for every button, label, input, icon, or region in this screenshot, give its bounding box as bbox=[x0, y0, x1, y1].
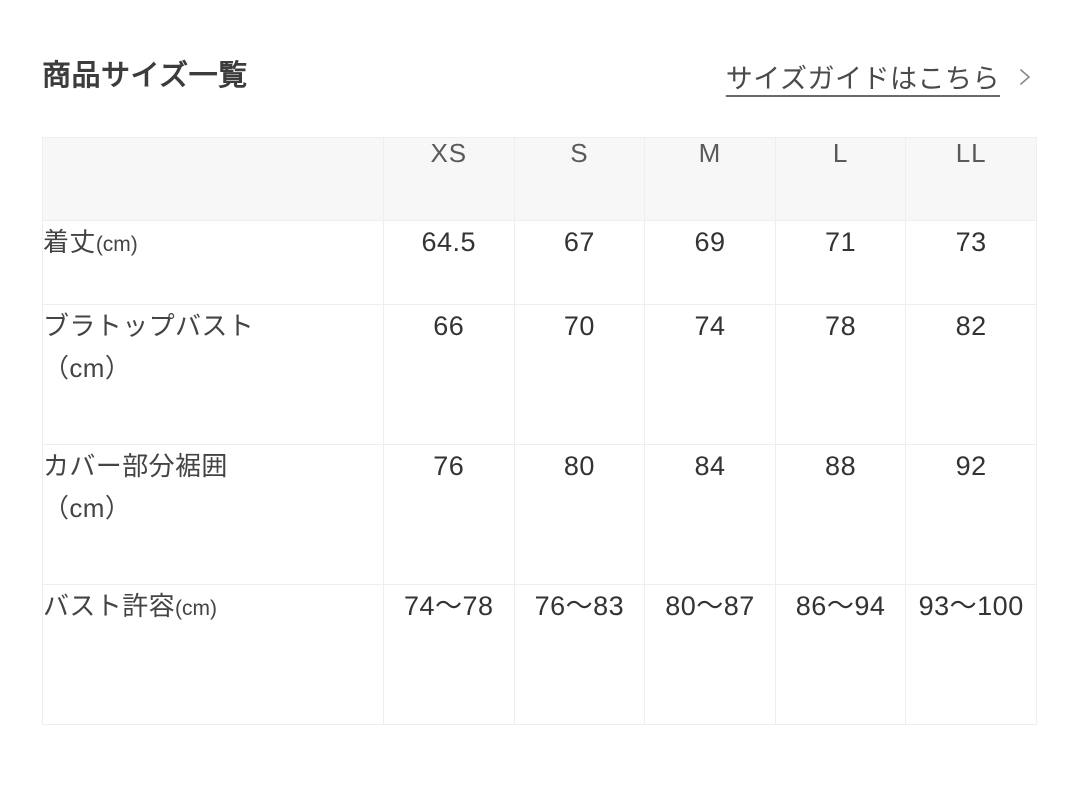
cell-bratop-bust-xs: 66 bbox=[383, 304, 515, 445]
cell-bust-range-m: 80〜87 bbox=[644, 584, 776, 725]
cell-bratop-bust-m: 74 bbox=[644, 304, 776, 445]
table-row: ブラトップバスト （cm） 66 70 74 78 82 bbox=[42, 304, 1037, 445]
row-label-bratop-bust: ブラトップバスト （cm） bbox=[42, 304, 384, 445]
row-label-garment-length: 着丈(cm) bbox=[42, 220, 384, 305]
table-row: バスト許容(cm) 74〜78 76〜83 80〜87 86〜94 93〜100 bbox=[42, 584, 1037, 725]
row-label-cover-hem: カバー部分裾囲 （cm） bbox=[42, 444, 384, 585]
row-label-bust-range: バスト許容(cm) bbox=[42, 584, 384, 725]
column-header-m: M bbox=[644, 137, 776, 221]
cell-cover-hem-xs: 76 bbox=[383, 444, 515, 585]
size-guide-link-label: サイズガイドはこちら bbox=[725, 63, 1000, 94]
size-guide-link[interactable]: サイズガイドはこちら bbox=[726, 57, 1036, 96]
table-header: XS S M L LL bbox=[42, 137, 1037, 221]
cell-bratop-bust-ll: 82 bbox=[905, 304, 1037, 445]
row-label-unit: (cm) bbox=[95, 233, 138, 256]
cell-cover-hem-ll: 92 bbox=[905, 444, 1037, 585]
cell-garment-length-xs: 64.5 bbox=[383, 220, 515, 305]
column-header-xs: XS bbox=[383, 137, 515, 221]
cell-garment-length-l: 71 bbox=[774, 220, 907, 305]
column-header-l: L bbox=[774, 137, 907, 221]
row-label-text: バスト許容 bbox=[43, 591, 176, 621]
cell-bratop-bust-s: 70 bbox=[513, 304, 646, 445]
section-header: 商品サイズ一覧 サイズガイドはこちら bbox=[42, 48, 1036, 104]
cell-cover-hem-s: 80 bbox=[513, 444, 646, 585]
column-header-s: S bbox=[513, 137, 646, 221]
cell-garment-length-s: 67 bbox=[513, 220, 646, 305]
cell-bust-range-s: 76〜83 bbox=[513, 584, 646, 725]
table-header-row: XS S M L LL bbox=[42, 137, 1037, 221]
page-title: 商品サイズ一覧 bbox=[42, 59, 248, 92]
row-label-text: カバー部分裾囲 bbox=[43, 451, 228, 481]
table-corner-cell bbox=[42, 137, 384, 221]
cell-cover-hem-l: 88 bbox=[774, 444, 907, 585]
row-label-unit: （cm） bbox=[43, 353, 132, 384]
row-label-unit: (cm) bbox=[175, 597, 217, 620]
table-row: 着丈(cm) 64.5 67 69 71 73 bbox=[42, 220, 1037, 305]
row-label-unit: （cm） bbox=[43, 493, 132, 524]
row-label-text: 着丈 bbox=[43, 227, 96, 257]
chevron-right-icon bbox=[1014, 66, 1036, 88]
size-table-container: XS S M L LL 着丈(cm) 64.5 67 69 71 73 ブラ bbox=[42, 137, 1037, 725]
cell-bust-range-l: 86〜94 bbox=[774, 584, 907, 725]
size-table: XS S M L LL 着丈(cm) 64.5 67 69 71 73 ブラ bbox=[42, 137, 1037, 725]
cell-cover-hem-m: 84 bbox=[644, 444, 776, 585]
cell-bust-range-xs: 74〜78 bbox=[383, 584, 515, 725]
table-row: カバー部分裾囲 （cm） 76 80 84 88 92 bbox=[42, 444, 1037, 585]
cell-garment-length-m: 69 bbox=[644, 220, 776, 305]
table-body: 着丈(cm) 64.5 67 69 71 73 ブラトップバスト （cm） 66 … bbox=[42, 220, 1037, 725]
row-label-text: ブラトップバスト bbox=[43, 311, 255, 341]
cell-bratop-bust-l: 78 bbox=[774, 304, 907, 445]
cell-bust-range-ll: 93〜100 bbox=[905, 584, 1037, 725]
column-header-ll: LL bbox=[905, 137, 1037, 221]
cell-garment-length-ll: 73 bbox=[905, 220, 1037, 305]
